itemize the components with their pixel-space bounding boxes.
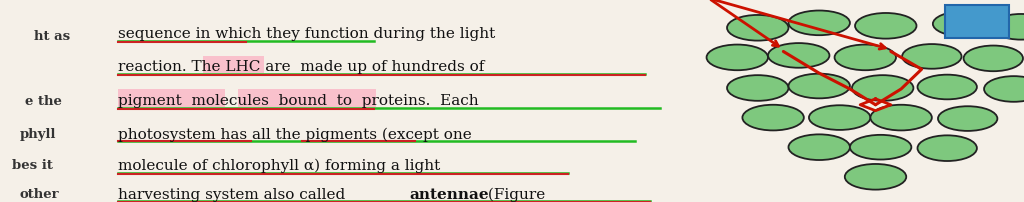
Ellipse shape — [852, 76, 913, 101]
Text: bes it: bes it — [12, 159, 53, 172]
Ellipse shape — [991, 15, 1024, 40]
Text: harvesting system also called: harvesting system also called — [118, 187, 350, 201]
Text: other: other — [19, 187, 59, 200]
Text: pigment  molecules  bound  to  proteins.  Each: pigment molecules bound to proteins. Eac… — [118, 93, 478, 107]
Ellipse shape — [902, 45, 962, 69]
Text: sequence in which they function during the light: sequence in which they function during t… — [118, 27, 495, 41]
Ellipse shape — [835, 45, 896, 71]
Bar — [118, 90, 225, 107]
Ellipse shape — [768, 44, 829, 68]
Ellipse shape — [845, 164, 906, 190]
Ellipse shape — [984, 77, 1024, 102]
Text: reaction. The LHC are  made up of hundreds of: reaction. The LHC are made up of hundred… — [118, 60, 484, 74]
Text: phyll: phyll — [19, 127, 56, 140]
Ellipse shape — [964, 46, 1023, 72]
Text: ht as: ht as — [34, 30, 70, 43]
Text: (Figure: (Figure — [483, 186, 546, 201]
Ellipse shape — [788, 12, 850, 36]
Ellipse shape — [850, 135, 911, 160]
Ellipse shape — [788, 74, 850, 99]
Bar — [238, 90, 376, 107]
Ellipse shape — [918, 136, 977, 161]
Ellipse shape — [938, 107, 997, 131]
Ellipse shape — [870, 105, 932, 131]
Ellipse shape — [727, 76, 788, 101]
Ellipse shape — [742, 105, 804, 131]
Ellipse shape — [788, 135, 850, 160]
Ellipse shape — [933, 13, 992, 37]
Text: molecule of chlorophyll α) forming a light: molecule of chlorophyll α) forming a lig… — [118, 158, 440, 172]
Ellipse shape — [809, 106, 870, 130]
Bar — [203, 57, 264, 74]
Bar — [945, 6, 1009, 38]
Ellipse shape — [727, 16, 788, 41]
Text: e the: e the — [25, 95, 61, 108]
Ellipse shape — [918, 75, 977, 100]
Ellipse shape — [707, 45, 768, 71]
Text: antennae: antennae — [410, 187, 489, 201]
Text: photosystem has all the pigments (except one: photosystem has all the pigments (except… — [118, 127, 471, 141]
Ellipse shape — [855, 14, 916, 39]
